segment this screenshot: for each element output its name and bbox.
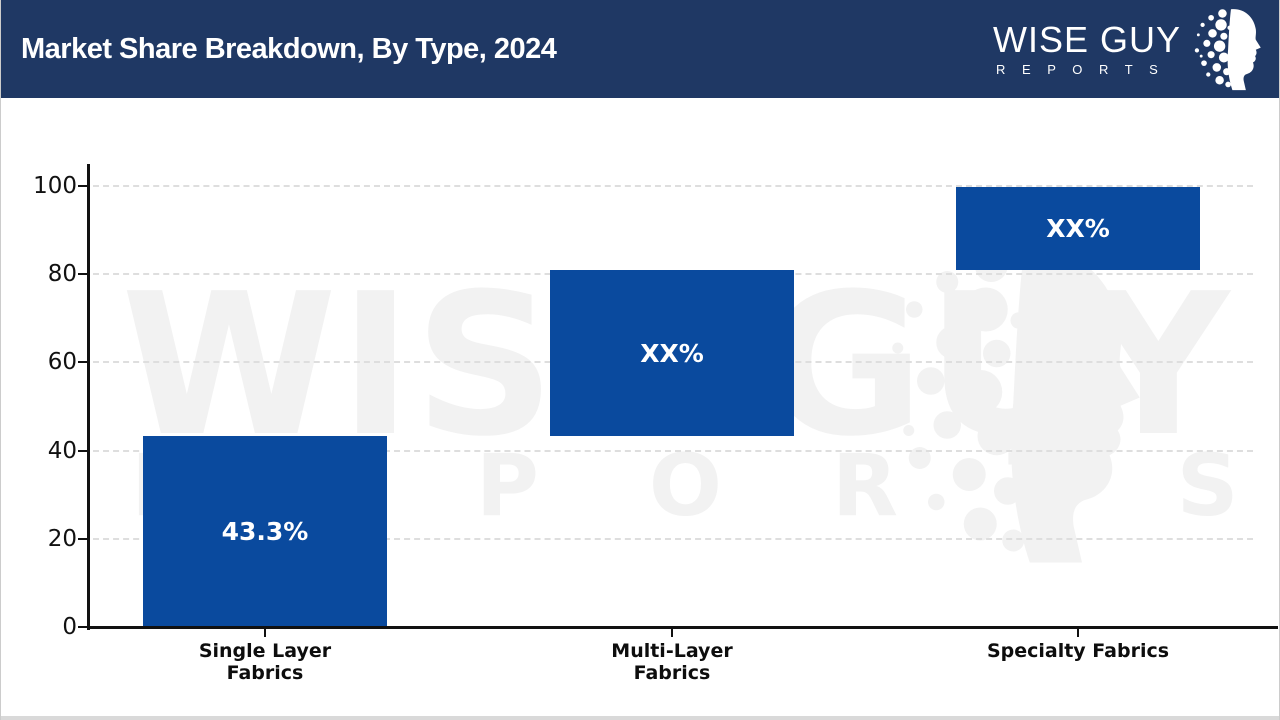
bar-segment: XX% [550,270,794,437]
wiseguy-head-watermark-icon [884,248,1140,563]
gridline [93,449,1253,452]
brand-name: WISE GUY [992,19,1181,61]
brand-subname: R E P O R T S [995,61,1165,77]
bar-segment: 43.3% [143,436,387,627]
bar-value-label: XX% [640,338,704,368]
brand-logo: WISE GUY R E P O R T S [993,6,1265,92]
y-tick [78,185,88,187]
y-tick [78,626,88,628]
page-title: Market Share Breakdown, By Type, 2024 [21,32,557,65]
brand-logo-text: WISE GUY R E P O R T S [993,21,1181,77]
x-category-label: Multi-Layer Fabrics [611,640,733,684]
x-category-label: Specialty Fabrics [986,640,1170,662]
x-tick [264,629,266,637]
y-tick-label: 80 [47,261,77,288]
y-axis-spine [87,164,90,630]
header-bar: Market Share Breakdown, By Type, 2024 WI… [1,0,1279,98]
bar-segment: XX% [956,186,1200,271]
y-tick-label: 0 [62,614,77,640]
x-tick [671,629,673,637]
y-tick-label: 100 [33,173,77,199]
y-tick [78,273,88,276]
y-tick [78,449,88,452]
y-tick-label: 40 [47,437,77,464]
y-tick-label: 20 [47,525,77,552]
y-tick [78,361,88,364]
bar-value-label: XX% [1046,214,1110,244]
y-tick-label: 60 [47,349,77,376]
x-category-label: Single Layer Fabrics [198,640,332,684]
gridline [93,537,1253,540]
wiseguy-head-icon [1194,9,1261,91]
y-tick [78,537,88,540]
gridline [93,185,1253,187]
bar-value-label: 43.3% [221,517,309,547]
x-tick [1077,629,1079,637]
x-axis-spine [87,626,1278,629]
bottom-border [1,716,1279,720]
